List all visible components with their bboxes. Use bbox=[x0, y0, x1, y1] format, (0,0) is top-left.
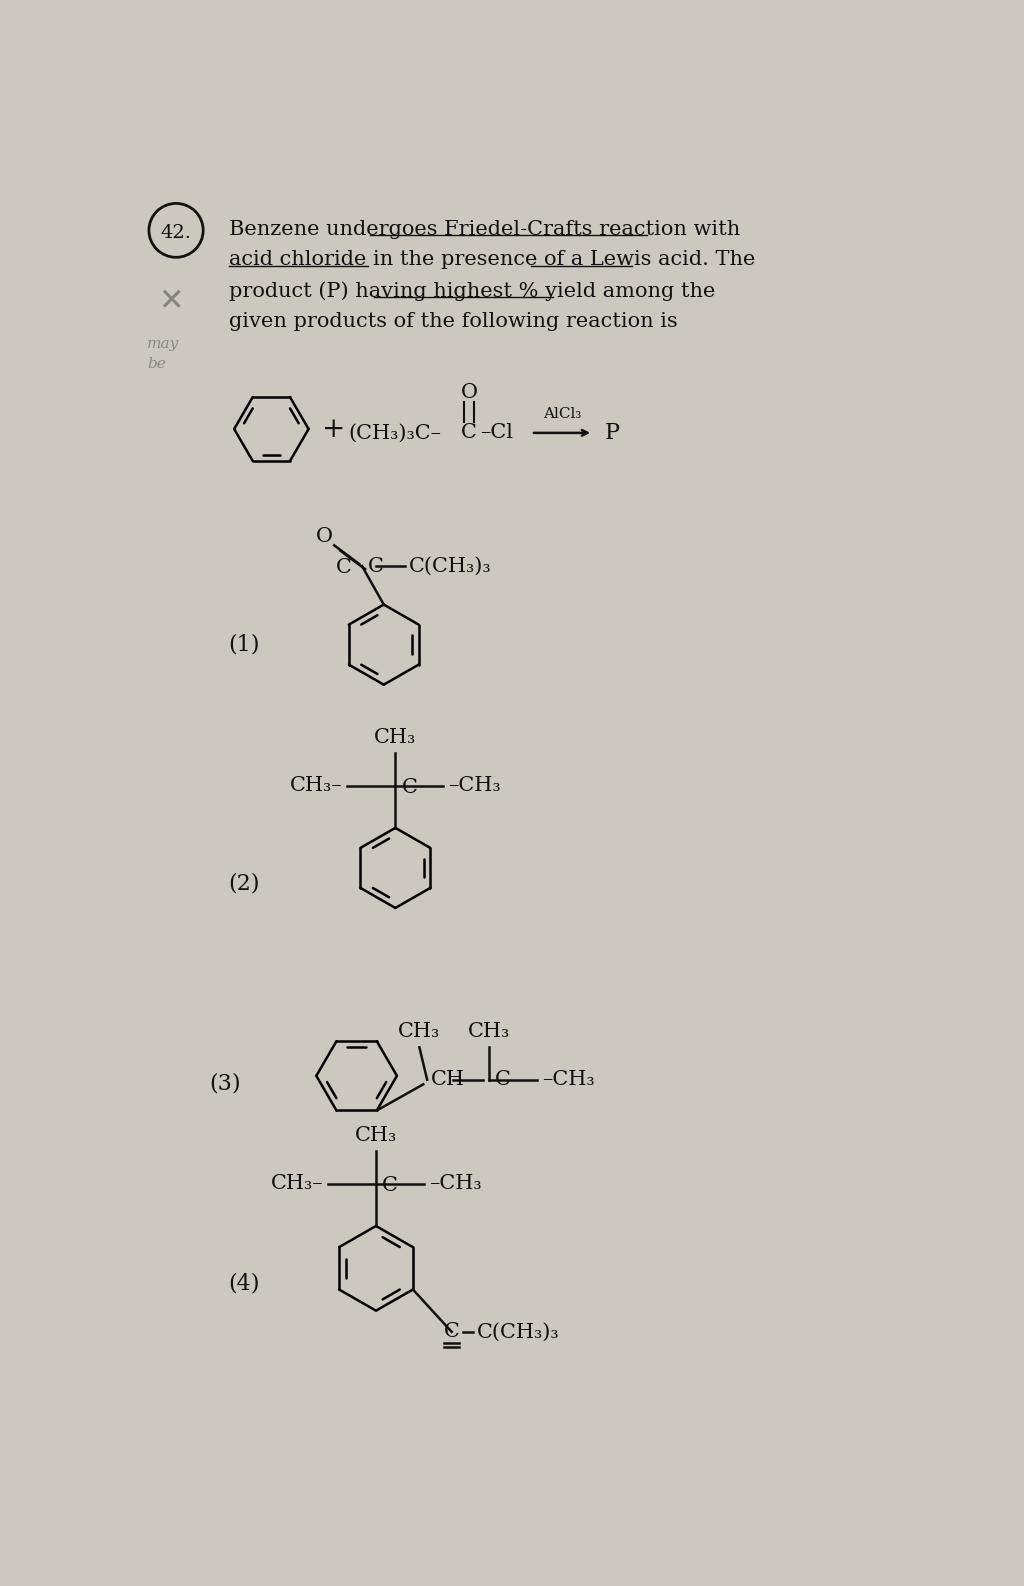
FancyBboxPatch shape bbox=[128, 190, 922, 1412]
Text: C(CH₃)₃: C(CH₃)₃ bbox=[409, 557, 492, 576]
Text: C: C bbox=[369, 557, 384, 576]
Text: CH₃: CH₃ bbox=[398, 1023, 440, 1040]
Text: CH₃: CH₃ bbox=[374, 728, 417, 747]
Text: –CH₃: –CH₃ bbox=[449, 776, 501, 795]
Text: C: C bbox=[443, 1323, 460, 1342]
Text: (4): (4) bbox=[228, 1272, 260, 1294]
Text: –CH₃: –CH₃ bbox=[429, 1174, 481, 1193]
Text: CH: CH bbox=[431, 1071, 465, 1090]
Text: C: C bbox=[382, 1175, 398, 1194]
Text: 42.: 42. bbox=[161, 224, 191, 241]
Text: product (P) having highest % yield among the: product (P) having highest % yield among… bbox=[228, 281, 715, 301]
Text: ✕: ✕ bbox=[158, 287, 183, 317]
Text: CH₃: CH₃ bbox=[355, 1126, 397, 1145]
Text: CH₃–: CH₃– bbox=[290, 776, 343, 795]
Text: (3): (3) bbox=[209, 1072, 241, 1094]
Text: C: C bbox=[461, 423, 477, 442]
Text: may: may bbox=[147, 338, 179, 352]
Text: C: C bbox=[336, 558, 351, 577]
Text: CH₃: CH₃ bbox=[468, 1023, 510, 1040]
Text: C(CH₃)₃: C(CH₃)₃ bbox=[476, 1323, 559, 1342]
Text: +: + bbox=[322, 416, 345, 442]
Text: C: C bbox=[496, 1071, 511, 1090]
Text: Benzene undergoes Friedel-Crafts reaction with: Benzene undergoes Friedel-Crafts reactio… bbox=[228, 219, 740, 238]
Text: CH₃–: CH₃– bbox=[270, 1174, 324, 1193]
Text: acid chloride in the presence of a Lewis acid. The: acid chloride in the presence of a Lewis… bbox=[228, 251, 755, 270]
Text: –CH₃: –CH₃ bbox=[542, 1071, 595, 1090]
Text: given products of the following reaction is: given products of the following reaction… bbox=[228, 312, 678, 331]
Text: C: C bbox=[401, 777, 418, 796]
Text: P: P bbox=[604, 422, 620, 444]
Text: be: be bbox=[147, 357, 166, 371]
Text: (CH₃)₃C–: (CH₃)₃C– bbox=[349, 423, 442, 442]
Text: O: O bbox=[461, 384, 477, 403]
Text: –Cl: –Cl bbox=[480, 423, 513, 442]
Text: (1): (1) bbox=[228, 634, 260, 655]
Text: AlCl₃: AlCl₃ bbox=[543, 408, 582, 422]
Text: O: O bbox=[316, 527, 334, 546]
Text: (2): (2) bbox=[228, 872, 260, 895]
